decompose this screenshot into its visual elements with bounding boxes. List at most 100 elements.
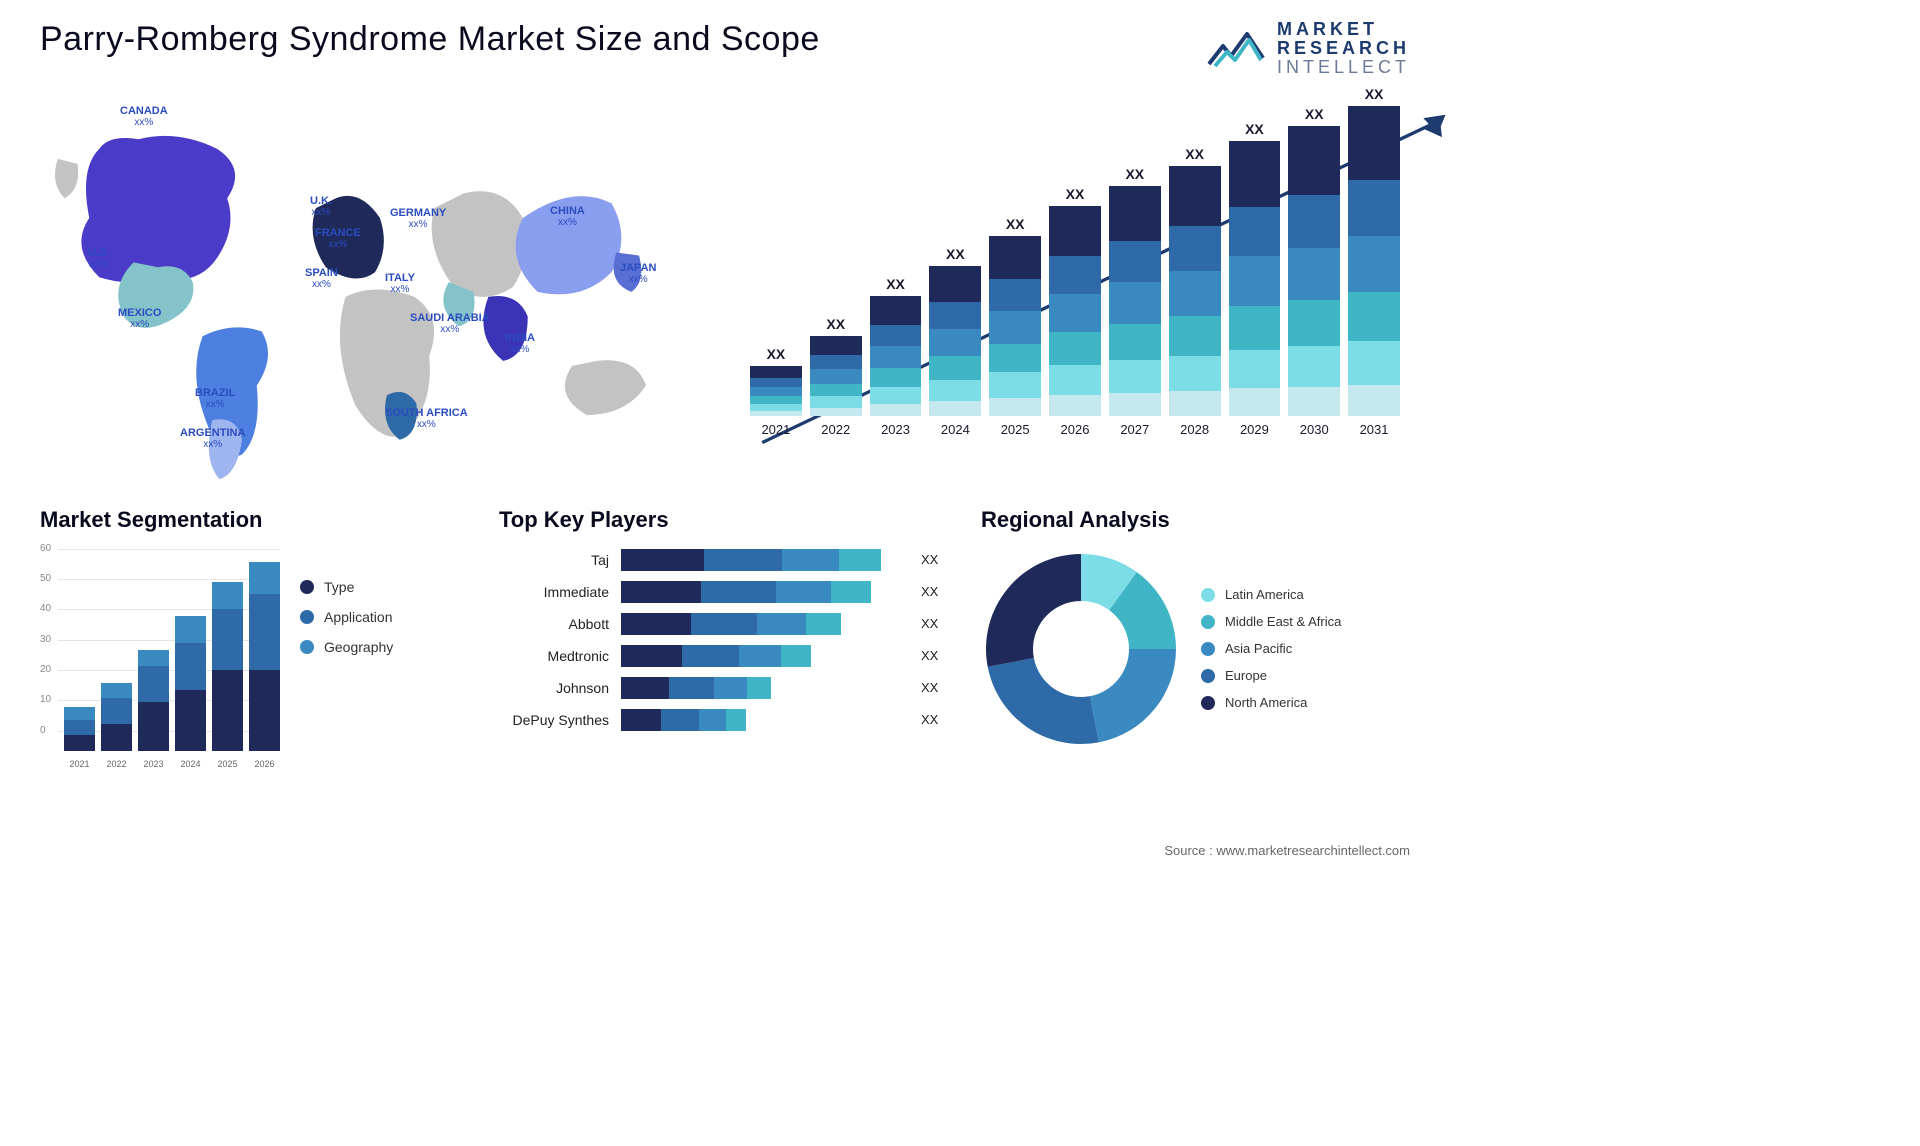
key-player-value: XX (921, 584, 951, 599)
bar-value: XX (1365, 86, 1384, 102)
bar-year: 2024 (941, 422, 970, 437)
key-player-value: XX (921, 712, 951, 727)
segmentation-panel: Market Segmentation 01020304050602021202… (40, 507, 469, 769)
map-label: U.K.xx% (310, 195, 332, 218)
bar-value: XX (767, 346, 786, 362)
key-player-name: Johnson (499, 680, 609, 696)
main-bar: XX2022 (810, 316, 862, 437)
legend-item: Middle East & Africa (1201, 614, 1341, 629)
header: Parry-Romberg Syndrome Market Size and S… (0, 0, 1450, 87)
legend-item: North America (1201, 695, 1341, 710)
map-label: MEXICOxx% (118, 307, 161, 330)
map-label: INDIAxx% (505, 332, 535, 355)
bar-year: 2026 (1061, 422, 1090, 437)
key-player-name: Immediate (499, 584, 609, 600)
main-bar: XX 2023 (870, 276, 922, 437)
key-players-panel: Top Key Players Taj XX Immediate XX AbbottXX… (499, 507, 951, 769)
seg-bar (249, 562, 280, 751)
donut-slice (1090, 649, 1176, 742)
map-label: U.S.xx% (88, 247, 109, 270)
bar-year: 2028 (1180, 422, 1209, 437)
y-tick: 40 (40, 603, 51, 614)
y-tick: 60 (40, 543, 51, 554)
y-tick: 50 (40, 573, 51, 584)
bar-value: XX (1305, 106, 1324, 122)
seg-bar (212, 582, 243, 750)
seg-year: 2025 (212, 759, 243, 769)
bar-value: XX (1245, 121, 1264, 137)
main-bar: XX2029 (1229, 121, 1281, 437)
donut-chart (981, 549, 1181, 749)
y-tick: 30 (40, 634, 51, 645)
key-players-title: Top Key Players (499, 507, 951, 533)
regional-title: Regional Analysis (981, 507, 1410, 533)
page-title: Parry-Romberg Syndrome Market Size and S… (40, 20, 820, 59)
seg-year: 2024 (175, 759, 206, 769)
logo: MARKET RESEARCH INTELLECT (1207, 20, 1410, 77)
world-map: CANADAxx% U.S.xx% MEXICOxx% BRAZILxx% ARGENT… (40, 87, 710, 487)
map-label: JAPANxx% (620, 262, 656, 285)
key-player-row: AbbottXX (499, 613, 951, 635)
bar-value: XX (1125, 166, 1144, 182)
bar-year: 2030 (1300, 422, 1329, 437)
bar-year: 2025 (1001, 422, 1030, 437)
key-player-value: XX (921, 648, 951, 663)
logo-line3: INTELLECT (1277, 58, 1410, 77)
map-label: SOUTH AFRICAxx% (385, 407, 468, 430)
donut-legend: Latin America Middle East & Africa Asia Pa… (1201, 587, 1341, 710)
map-label: CHINAxx% (550, 205, 585, 228)
segmentation-chart: 0102030405060202120222023202420252026 (40, 549, 280, 769)
regional-panel: Regional Analysis Latin America Middle Ea… (981, 507, 1410, 769)
bar-year: 2031 (1360, 422, 1389, 437)
donut-slice (988, 658, 1099, 744)
world-map-svg (40, 87, 710, 487)
key-player-name: DePuy Synthes (499, 712, 609, 728)
key-player-row: Taj XX (499, 549, 951, 571)
bar-value: XX (1006, 216, 1025, 232)
legend-item: Geography (300, 639, 393, 655)
bar-year: 2027 (1120, 422, 1149, 437)
key-player-name: Medtronic (499, 648, 609, 664)
key-player-name: Taj (499, 552, 609, 568)
key-player-value: XX (921, 552, 951, 567)
bar-year: 2021 (761, 422, 790, 437)
legend-item: Europe (1201, 668, 1341, 683)
map-label: CANADAxx% (120, 105, 168, 128)
map-label: ARGENTINAxx% (180, 427, 245, 450)
logo-text: MARKET RESEARCH INTELLECT (1277, 20, 1410, 77)
segmentation-legend: TypeApplicationGeography (300, 549, 393, 769)
bar-value: XX (886, 276, 905, 292)
bar-year: 2023 (881, 422, 910, 437)
main-bar: XX 2024 (929, 246, 981, 437)
bar-value: XX (1185, 146, 1204, 162)
bar-value: XX (946, 246, 965, 262)
main-bar: XX 2031 (1348, 86, 1400, 437)
main-bar: XX 2027 (1109, 166, 1161, 437)
y-tick: 10 (40, 694, 51, 705)
key-player-row: DePuy Synthes XX (499, 709, 951, 731)
main-bar: XX 2030 (1288, 106, 1340, 437)
y-tick: 20 (40, 664, 51, 675)
key-player-row: JohnsonXX (499, 677, 951, 699)
logo-icon (1207, 26, 1265, 70)
key-player-row: Medtronic XX (499, 645, 951, 667)
seg-year: 2023 (138, 759, 169, 769)
map-label: SAUDI ARABIAxx% (410, 312, 490, 335)
map-label: BRAZILxx% (195, 387, 235, 410)
logo-line1: MARKET (1277, 20, 1410, 39)
main-bar: XX 2021 (750, 346, 802, 437)
top-row: CANADAxx% U.S.xx% MEXICOxx% BRAZILxx% ARGENT… (0, 87, 1450, 487)
map-label: GERMANYxx% (390, 207, 446, 230)
main-bar: XX 2026 (1049, 186, 1101, 437)
y-tick: 0 (40, 725, 46, 736)
main-bar: XX 2025 (989, 216, 1041, 437)
seg-year: 2026 (249, 759, 280, 769)
seg-bar (175, 616, 206, 751)
seg-bar (138, 650, 169, 751)
legend-item: Application (300, 609, 393, 625)
legend-item: Asia Pacific (1201, 641, 1341, 656)
seg-bar (101, 683, 132, 750)
bar-value: XX (1066, 186, 1085, 202)
source-text: Source : www.marketresearchintellect.com (1164, 843, 1410, 858)
legend-item: Latin America (1201, 587, 1341, 602)
